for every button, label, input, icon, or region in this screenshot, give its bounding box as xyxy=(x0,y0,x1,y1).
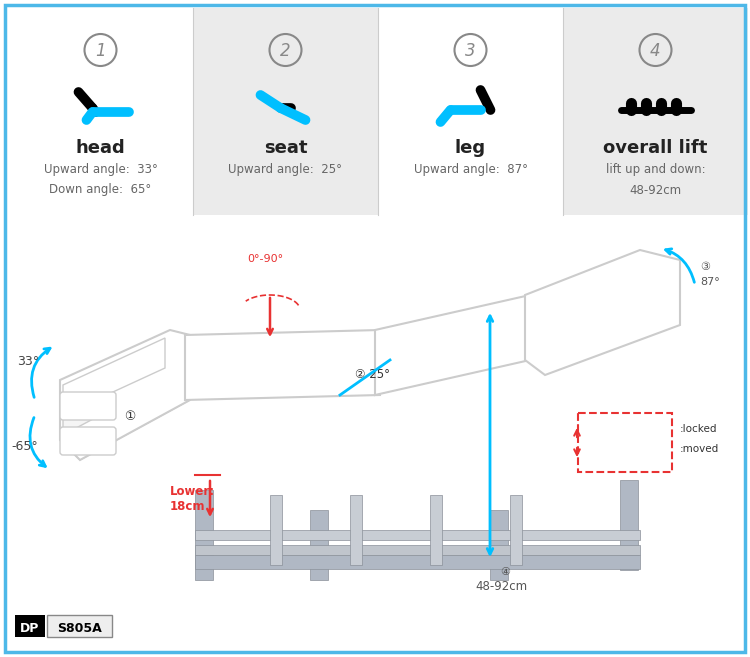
Polygon shape xyxy=(60,400,190,460)
Text: 33°: 33° xyxy=(17,355,39,368)
Bar xyxy=(195,490,213,580)
Bar xyxy=(430,495,442,565)
Bar xyxy=(195,545,640,555)
FancyBboxPatch shape xyxy=(60,392,116,420)
Bar xyxy=(270,495,282,565)
Polygon shape xyxy=(60,330,190,460)
Bar xyxy=(8,215,742,652)
Bar xyxy=(47,615,112,637)
Text: overall lift: overall lift xyxy=(603,139,708,157)
Bar xyxy=(195,555,640,569)
Text: 48-92cm: 48-92cm xyxy=(475,580,527,593)
Polygon shape xyxy=(63,338,165,415)
Text: DP: DP xyxy=(20,622,40,635)
Bar xyxy=(490,510,508,580)
Polygon shape xyxy=(375,295,530,395)
Text: Upward angle:  87°: Upward angle: 87° xyxy=(413,164,527,177)
Text: 48-92cm: 48-92cm xyxy=(629,183,682,196)
Text: Lower:: Lower: xyxy=(170,485,215,498)
Polygon shape xyxy=(525,250,680,375)
Bar xyxy=(195,530,640,540)
Bar xyxy=(378,8,563,215)
Bar xyxy=(15,615,45,637)
Text: ③: ③ xyxy=(700,262,710,272)
Text: lift up and down:: lift up and down: xyxy=(606,164,705,177)
Text: :moved: :moved xyxy=(680,444,719,454)
Text: 4: 4 xyxy=(650,42,661,60)
Text: 2: 2 xyxy=(280,42,291,60)
Text: ①: ① xyxy=(124,410,136,423)
FancyBboxPatch shape xyxy=(60,427,116,455)
Text: 18cm: 18cm xyxy=(170,500,206,513)
Bar xyxy=(310,510,328,580)
Text: 0°-90°: 0°-90° xyxy=(247,254,283,264)
Bar xyxy=(8,8,193,215)
Text: :locked: :locked xyxy=(680,424,718,434)
Bar xyxy=(193,8,378,215)
Text: ④: ④ xyxy=(500,567,510,577)
Bar xyxy=(350,495,362,565)
Text: leg: leg xyxy=(455,139,486,157)
Text: Upward angle:  25°: Upward angle: 25° xyxy=(229,164,343,177)
Text: -65°: -65° xyxy=(12,440,38,453)
Text: 1: 1 xyxy=(95,42,106,60)
Bar xyxy=(510,495,522,565)
Polygon shape xyxy=(63,395,110,435)
Text: Upward angle:  33°: Upward angle: 33° xyxy=(44,164,158,177)
Text: 87°: 87° xyxy=(700,277,720,287)
Polygon shape xyxy=(185,330,380,400)
Text: 3: 3 xyxy=(465,42,476,60)
Text: head: head xyxy=(76,139,125,157)
Text: S805A: S805A xyxy=(57,622,101,635)
Bar xyxy=(620,480,638,570)
Text: ② 25°: ② 25° xyxy=(355,368,390,381)
Bar xyxy=(563,8,748,215)
Text: seat: seat xyxy=(264,139,308,157)
Text: Down angle:  65°: Down angle: 65° xyxy=(50,183,152,196)
